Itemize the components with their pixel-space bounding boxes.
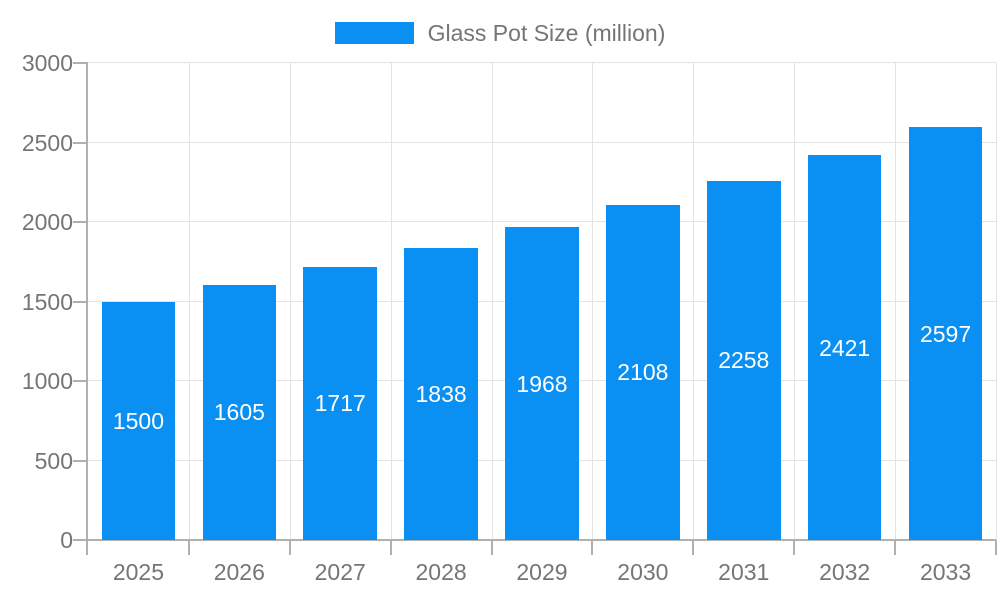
x-axis-label-2027: 2027 [314,559,366,585]
x-axis-label-2033: 2033 [919,559,972,585]
bar-2026[interactable] [202,284,277,540]
y-axis-tick [73,221,88,223]
gridline-vertical [996,63,997,540]
x-axis-label-2026: 2026 [213,559,265,585]
gridline-vertical [592,63,594,540]
x-axis-tick [187,540,190,555]
bar-2025[interactable] [101,301,176,540]
y-axis-label-2500: 2500 [21,129,73,156]
y-axis-label-1000: 1000 [21,368,73,394]
bar-value-label: 2108 [617,359,669,386]
y-axis-label-2000: 2000 [21,209,73,235]
gridline-vertical [289,63,291,540]
bar-value-label: 2597 [919,320,972,347]
y-axis-tick [73,300,88,303]
bar-2027[interactable] [303,266,378,540]
legend-item-glass-pot-size[interactable]: Glass Pot Size (million) [334,19,666,47]
x-axis-label-2025: 2025 [112,559,165,585]
gridline-horizontal [88,62,996,63]
y-axis-tick [73,539,88,541]
legend: Glass Pot Size (million) [0,19,1000,47]
gridline-vertical [188,63,190,540]
bar-value-label: 1500 [112,407,165,434]
x-axis-tick [995,540,997,555]
bar-2030[interactable] [606,204,680,540]
x-axis-tick [490,540,493,555]
bar-2028[interactable] [404,247,478,540]
bar-value-label: 2421 [819,334,871,361]
x-axis-label-2028: 2028 [415,559,467,585]
bar-2031[interactable] [706,180,781,540]
bar-2032[interactable] [807,155,882,540]
x-axis-tick [389,540,392,555]
y-axis-tick [73,141,88,144]
bar-value-label: 1605 [213,399,265,426]
bar-2029[interactable] [505,227,579,540]
gridline-vertical [390,63,392,540]
bar-value-label: 1838 [415,380,467,407]
y-axis-label-1500: 1500 [21,288,73,315]
x-axis-label-2031: 2031 [718,559,770,585]
y-axis-label-3000: 3000 [21,50,73,76]
y-axis-tick [73,459,88,462]
y-axis-label-0: 0 [60,527,73,553]
bar-value-label: 2258 [718,347,770,374]
x-axis-line [86,539,996,541]
gridline-vertical [794,63,796,540]
bar-2033[interactable] [908,127,983,540]
gridline-vertical [491,63,493,540]
legend-swatch [334,22,414,44]
x-axis-tick [793,540,796,555]
x-axis-label-2032: 2032 [819,559,871,585]
gridline-vertical [693,63,695,540]
x-axis-label-2030: 2030 [617,559,669,585]
x-axis-label-2029: 2029 [516,559,568,585]
x-axis-tick [591,540,594,555]
gridline-horizontal [88,141,996,143]
y-axis-tick [73,62,88,64]
gridline-vertical [895,63,897,540]
y-axis-line [86,63,88,555]
gridline-horizontal [88,221,996,222]
legend-label: Glass Pot Size (million) [427,19,666,46]
bar-value-label: 1717 [314,390,366,417]
y-axis-tick [73,380,88,382]
bar-value-label: 1968 [516,370,568,397]
x-axis-tick [894,540,897,555]
x-axis-tick [288,540,291,555]
y-axis-label-500: 500 [34,447,73,474]
x-axis-tick [692,540,695,555]
